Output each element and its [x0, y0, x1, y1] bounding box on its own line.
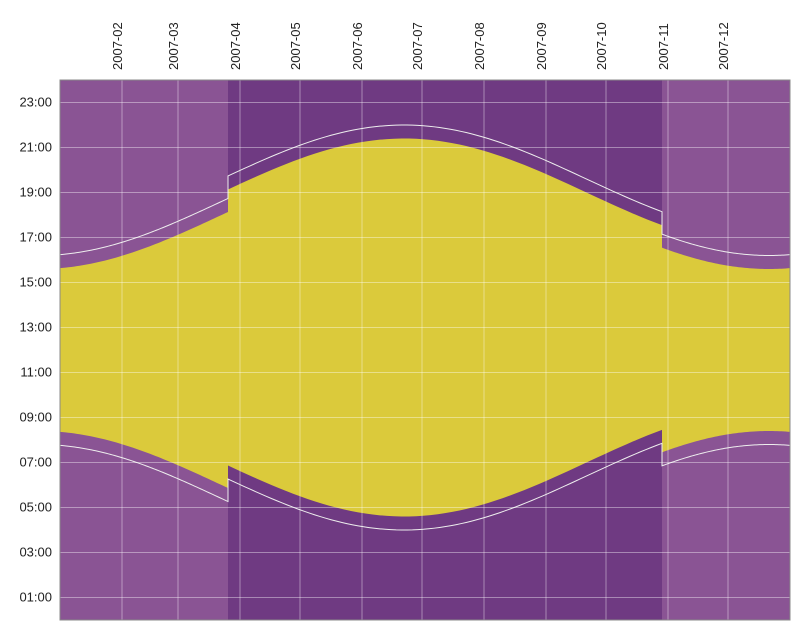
y-tick-label: 15:00	[19, 275, 52, 290]
y-tick-label: 17:00	[19, 230, 52, 245]
x-tick-label: 2007-06	[350, 22, 365, 70]
y-tick-label: 09:00	[19, 410, 52, 425]
y-tick-label: 23:00	[19, 95, 52, 110]
x-tick-label: 2007-02	[110, 22, 125, 70]
x-tick-label: 2007-04	[228, 22, 243, 70]
y-tick-label: 03:00	[19, 545, 52, 560]
y-tick-label: 11:00	[20, 365, 52, 380]
y-tick-label: 07:00	[19, 455, 52, 470]
x-tick-label: 2007-12	[716, 22, 731, 70]
y-tick-label: 13:00	[19, 320, 52, 335]
x-tick-label: 2007-07	[410, 22, 425, 70]
daylight-chart: 2007-02 2007-03 2007-04 2007-05 2007-06 2007-…	[0, 0, 800, 629]
x-tick-label: 2007-08	[472, 22, 487, 70]
y-tick-label: 01:00	[19, 590, 52, 605]
x-tick-label: 2007-09	[534, 22, 549, 70]
x-tick-label: 2007-10	[594, 22, 609, 70]
y-tick-label: 19:00	[19, 185, 52, 200]
x-tick-label: 2007-03	[166, 22, 181, 70]
x-tick-label: 2007-11	[656, 23, 671, 70]
y-tick-label: 05:00	[19, 500, 52, 515]
x-tick-label: 2007-05	[288, 22, 303, 70]
y-tick-label: 21:00	[19, 140, 52, 155]
